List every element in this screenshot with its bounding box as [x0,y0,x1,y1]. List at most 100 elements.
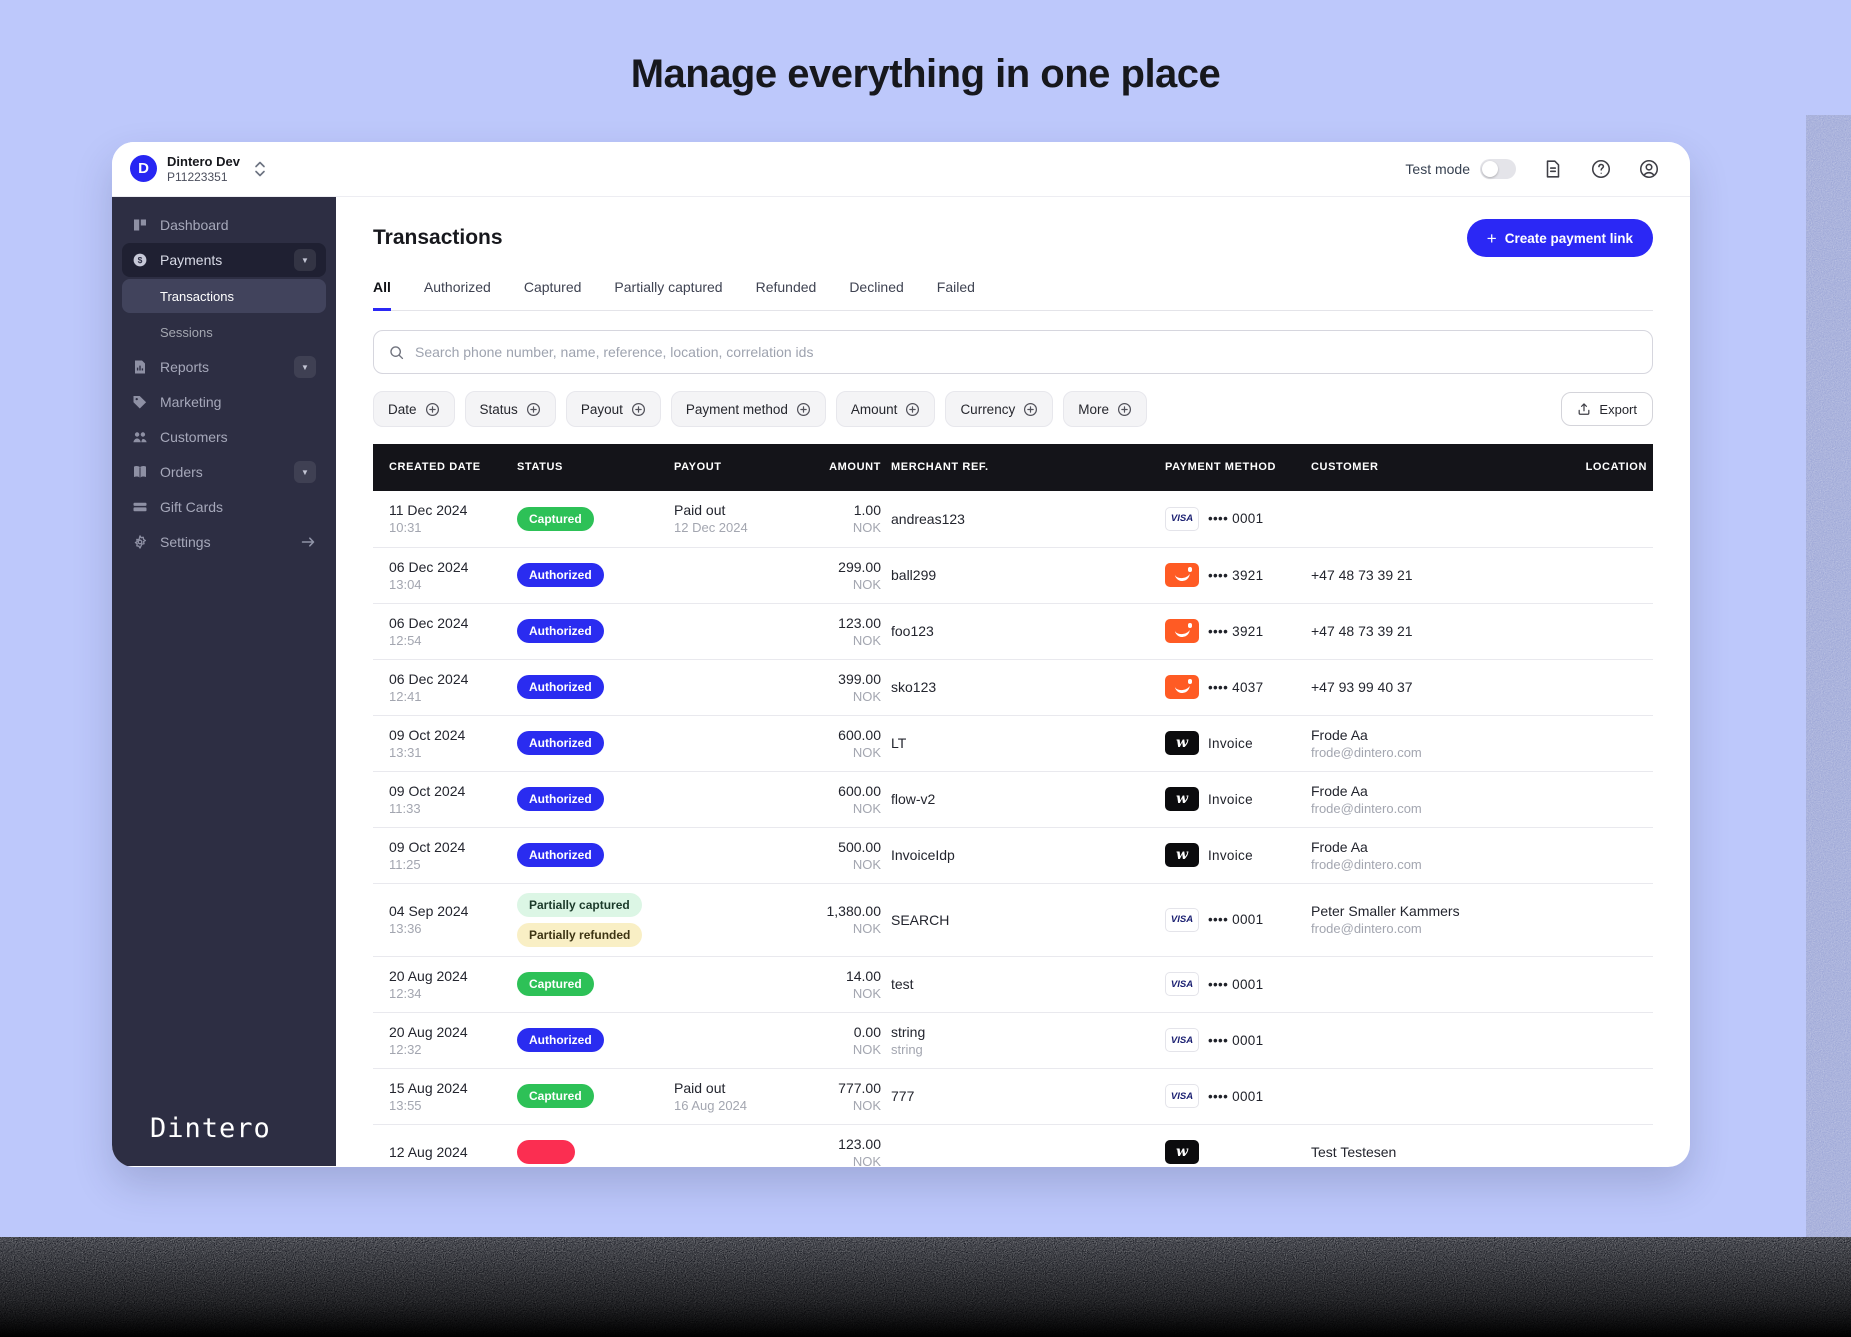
sidebar-item-orders[interactable]: Orders ▼ [122,455,326,489]
walley-icon: w [1165,1140,1199,1165]
chevron-down-icon[interactable]: ▼ [294,356,316,378]
sidebar-item-settings[interactable]: Settings [122,525,326,559]
payment-method-label: •••• 4037 [1208,679,1264,695]
table-row[interactable]: 09 Oct 2024 13:31 Authorized 600.00 NOK LT w In… [373,715,1653,772]
merchant-ref: sko123 [891,679,937,696]
created-date: 20 Aug 2024 [389,1023,468,1040]
sidebar-item-marketing[interactable]: Marketing [122,385,326,419]
customer-email: frode@dintero.com [1311,921,1422,937]
tab-authorized[interactable]: Authorized [423,279,491,295]
filter-currency[interactable]: Currency [945,391,1054,427]
status-badge: Captured [517,1084,594,1109]
arrow-right-icon [300,534,316,550]
test-mode: Test mode [1405,159,1516,179]
payout-status: Paid out [674,1079,726,1096]
sidebar-item-sessions[interactable]: Sessions [122,315,326,349]
filter-date[interactable]: Date [373,391,455,427]
filter-payment-method[interactable]: Payment method [670,391,826,427]
sidebar-item-reports[interactable]: Reports ▼ [122,350,326,384]
org-id: P11223351 [167,169,228,184]
export-button[interactable]: Export [1561,392,1653,426]
sidebar-item-customers[interactable]: Customers [122,420,326,454]
merchant-ref: flow-v2 [891,791,936,808]
sidebar-item-gift-cards[interactable]: Gift Cards [122,490,326,524]
filter-more[interactable]: More [1063,391,1147,427]
sidebar-item-label: Dashboard [160,217,229,233]
merchant-ref: string [891,1023,926,1040]
payment-method-label: •••• 0001 [1208,976,1264,992]
amount-value: 1,380.00 [826,903,882,920]
status-badge: Authorized [517,619,604,644]
vipps-icon [1165,619,1199,644]
filter-payout[interactable]: Payout [565,391,661,427]
amount-currency: NOK [852,985,881,1001]
table-row[interactable]: 09 Oct 2024 11:25 Authorized 500.00 NOK Invoi… [373,827,1653,884]
filter-status[interactable]: Status [464,391,556,427]
status-badge: Captured [517,506,594,531]
status-badge: Authorized [517,843,604,868]
merchant-ref: ball299 [891,567,937,584]
payment-method: •••• 3921 [1165,563,1301,588]
sidebar-item-payments[interactable]: $ Payments ▼ [122,243,326,277]
table-row[interactable]: 12 Aug 2024 123.00 NOK w Test Testesen [373,1124,1653,1166]
tab-refunded[interactable]: Refunded [755,279,817,295]
grain-bottom-band [0,1237,1851,1337]
document-icon[interactable] [1542,158,1564,180]
table-row[interactable]: 20 Aug 2024 12:32 Authorized 0.00 NOK string s… [373,1012,1653,1069]
account-icon[interactable] [1638,158,1660,180]
filter-amount[interactable]: Amount [835,391,936,427]
amount-value: 1.00 [853,502,881,519]
table-row[interactable]: 04 Sep 2024 13:36 Partially captured Partia… [373,883,1653,957]
sidebar-item-label: Gift Cards [160,499,224,515]
status-badge: Authorized [517,675,604,700]
table-row[interactable]: 09 Oct 2024 11:33 Authorized 600.00 NOK flow-… [373,771,1653,828]
payout-status: Paid out [674,502,726,519]
tab-partially-captured[interactable]: Partially captured [614,279,723,295]
sidebar: Dashboard $ Payments ▼ Transactions Sessions R… [112,197,336,1166]
created-date: 09 Oct 2024 [389,726,466,743]
sidebar-item-dashboard[interactable]: Dashboard [122,208,326,242]
tab-captured[interactable]: Captured [523,279,582,295]
orders-icon [132,464,148,480]
plus-circle-icon [796,402,811,417]
chevron-updown-icon[interactable] [254,159,266,179]
table-row[interactable]: 20 Aug 2024 12:34 Captured 14.00 NOK test VISA… [373,956,1653,1013]
table-row[interactable]: 06 Dec 2024 12:54 Authorized 123.00 NOK foo12… [373,603,1653,660]
table-row[interactable]: 11 Dec 2024 10:31 Captured Paid out 12 Dec 2… [373,491,1653,548]
vipps-icon [1165,563,1199,588]
column-header-amount: Amount [811,444,891,492]
app-window: D Dintero Dev P11223351 Test mode [112,142,1690,1167]
search-icon [388,344,405,361]
test-mode-label: Test mode [1405,161,1470,177]
amount-value: 500.00 [838,838,881,855]
table-row[interactable]: 06 Dec 2024 13:04 Authorized 299.00 NOK ball2… [373,547,1653,604]
created-date: 06 Dec 2024 [389,614,469,631]
table-row[interactable]: 06 Dec 2024 12:41 Authorized 399.00 NOK sko12… [373,659,1653,716]
help-icon[interactable] [1590,158,1612,180]
created-date: 06 Dec 2024 [389,558,469,575]
table-row[interactable]: 15 Aug 2024 13:55 Captured Paid out 16 Aug 2… [373,1068,1653,1125]
sidebar-item-transactions[interactable]: Transactions [122,279,326,313]
payment-method: w Invoice [1165,843,1301,868]
filter-label: Amount [850,401,898,417]
chevron-down-icon[interactable]: ▼ [294,249,316,271]
test-mode-toggle[interactable] [1480,159,1516,179]
chevron-down-icon[interactable]: ▼ [294,461,316,483]
payment-method-label: •••• 3921 [1208,567,1264,583]
tab-declined[interactable]: Declined [849,279,904,295]
search-input[interactable] [415,344,1638,360]
created-date: 06 Dec 2024 [389,670,469,687]
create-payment-link-button[interactable]: + Create payment link [1466,219,1653,257]
settings-icon [132,534,148,550]
created-time: 12:32 [389,1041,422,1057]
amount-currency: NOK [852,921,881,937]
org-switcher[interactable]: D Dintero Dev P11223351 [130,154,266,185]
status-tabs: All Authorized Captured Partially captured R… [373,279,1653,311]
main-content: Transactions + Create payment link All Au… [336,197,1690,1166]
merchant-ref: foo123 [891,623,934,640]
payment-method-label: •••• 0001 [1208,1032,1264,1048]
customer-name: Peter Smaller Kammers [1311,903,1460,920]
tab-all[interactable]: All [373,279,391,311]
tab-failed[interactable]: Failed [936,279,975,295]
sidebar-item-label: Orders [160,464,203,480]
